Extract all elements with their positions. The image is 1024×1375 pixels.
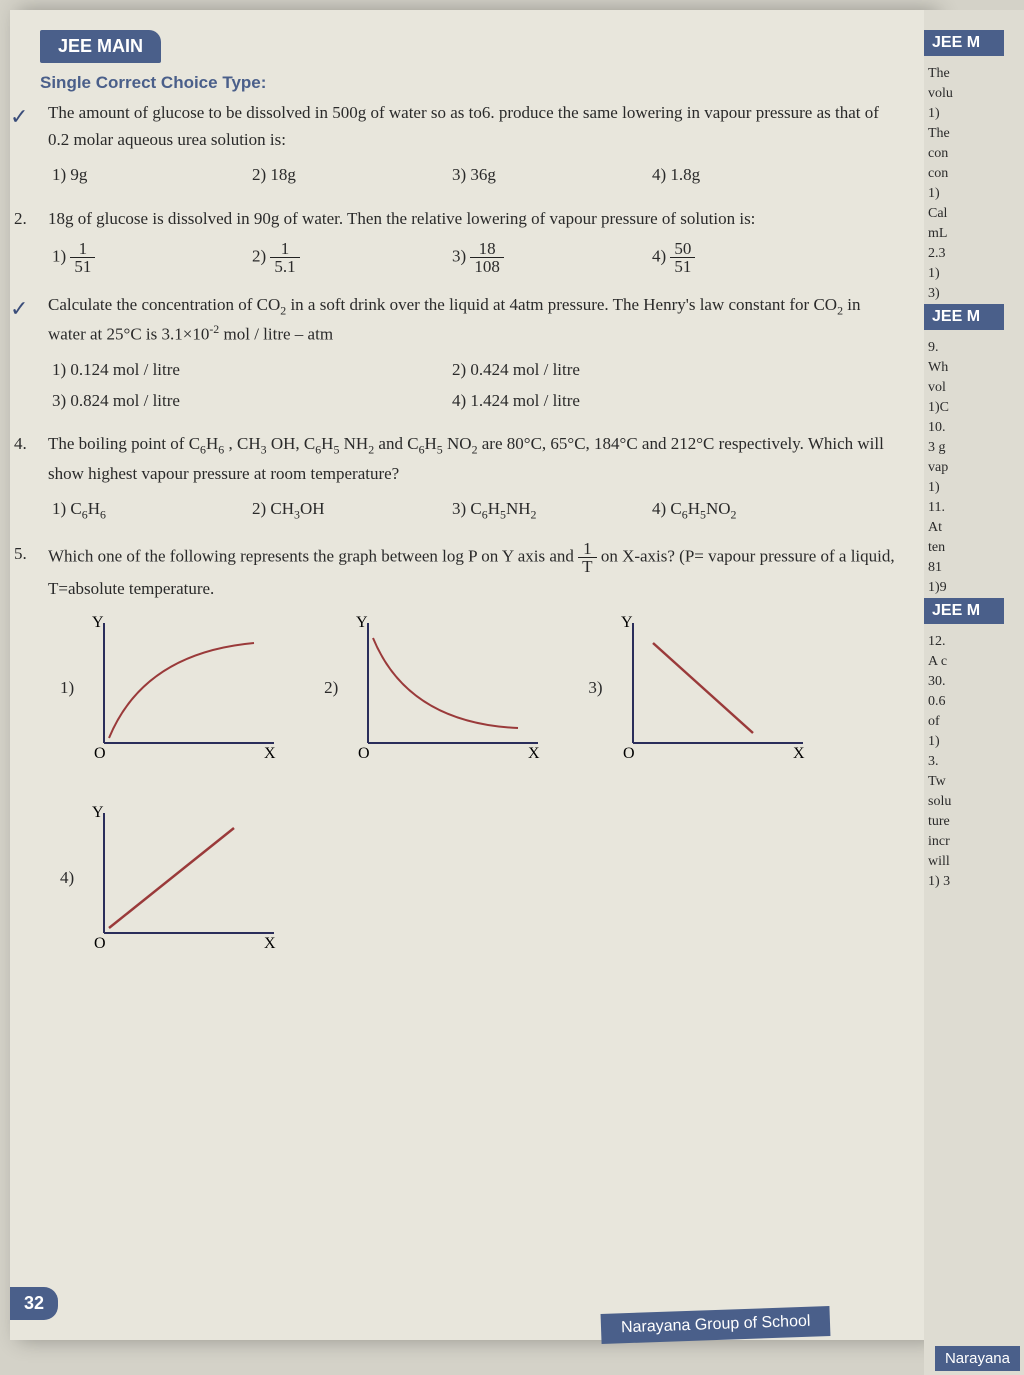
- q2-opt1: 1) 151: [48, 238, 248, 277]
- tab-jee-right-3: JEE M: [924, 598, 1004, 624]
- q3-options: 1) 0.124 mol / litre 2) 0.424 mol / litr…: [48, 354, 900, 416]
- check-icon: ✓: [10, 99, 28, 134]
- graph-3: 3) Y O X: [588, 613, 812, 763]
- svg-text:Y: Y: [92, 614, 104, 631]
- check-icon: ✓: [10, 291, 28, 326]
- q1-opt3: 3) 36g: [448, 159, 648, 190]
- q1-opt2: 2) 18g: [248, 159, 448, 190]
- q4-options: 1) C6H6 2) CH3OH 3) C6H5NH2 4) C6H5NO2: [48, 493, 900, 526]
- graph-4: 4) Y O X: [60, 803, 284, 953]
- svg-text:X: X: [264, 935, 276, 952]
- tab-jee-right: JEE M: [924, 30, 1004, 56]
- tab-jee-right-2: JEE M: [924, 304, 1004, 330]
- footer-brand-right: Narayana: [935, 1346, 1020, 1371]
- q3-opt3: 3) 0.824 mol / litre: [48, 385, 448, 416]
- question-5: 5. Which one of the following represents…: [40, 540, 900, 952]
- q4-opt3: 3) C6H5NH2: [448, 493, 648, 526]
- footer-brand: Narayana Group of School: [600, 1306, 830, 1344]
- svg-text:O: O: [358, 745, 370, 762]
- q3-text-a: Calculate the concentration of CO: [48, 295, 280, 314]
- q4-opt1: 1) C6H6: [48, 493, 248, 526]
- graphs-grid: 1) Y O X 2) Y O X: [60, 613, 900, 953]
- graph-3-svg: Y O X: [613, 613, 813, 763]
- svg-text:Y: Y: [621, 614, 633, 631]
- svg-text:X: X: [264, 745, 276, 762]
- svg-text:X: X: [793, 745, 805, 762]
- svg-text:O: O: [94, 745, 106, 762]
- question-4: 4. The boiling point of C6H6 , CH3 OH, C…: [40, 430, 900, 526]
- svg-text:Y: Y: [356, 614, 368, 631]
- graph-2-svg: Y O X: [348, 613, 548, 763]
- q2-opt3: 3) 18108: [448, 238, 648, 277]
- q2-text: 18g of glucose is dissolved in 90g of wa…: [48, 209, 755, 228]
- graph-1: 1) Y O X: [60, 613, 284, 763]
- graph-1-svg: Y O X: [84, 613, 284, 763]
- section-title: Single Correct Choice Type:: [40, 73, 900, 93]
- page-right: JEE M The volu 1) The con con 1) Cal mL …: [924, 10, 1024, 1375]
- q1-opt1: 1) 9g: [48, 159, 248, 190]
- q3-text-b: in a soft drink over the liquid at 4atm …: [290, 295, 837, 314]
- q1-opt4: 4) 1.8g: [648, 159, 848, 190]
- tab-jee-main: JEE MAIN: [40, 30, 161, 63]
- q3-opt1: 1) 0.124 mol / litre: [48, 354, 448, 385]
- q3-opt2: 2) 0.424 mol / litre: [448, 354, 848, 385]
- q1-options: 1) 9g 2) 18g 3) 36g 4) 1.8g: [48, 159, 900, 190]
- page-number: 32: [10, 1287, 58, 1320]
- graph-2: 2) Y O X: [324, 613, 548, 763]
- q3-text-d: mol / litre – atm: [224, 325, 334, 344]
- question-3: ✓ Calculate the concentration of CO2 in …: [40, 291, 900, 417]
- q2-options: 1) 151 2) 15.1 3) 18108 4) 5051: [48, 238, 900, 277]
- q2-opt4: 4) 5051: [648, 238, 848, 277]
- q1-text: The amount of glucose to be dissolved in…: [48, 103, 879, 149]
- svg-text:X: X: [528, 745, 540, 762]
- svg-text:O: O: [623, 745, 635, 762]
- q4-opt2: 2) CH3OH: [248, 493, 448, 526]
- question-1: ✓ The amount of glucose to be dissolved …: [40, 99, 900, 191]
- q4-opt4: 4) C6H5NO2: [648, 493, 848, 526]
- svg-text:O: O: [94, 935, 106, 952]
- q2-num: 2.: [14, 205, 27, 232]
- q3-opt4: 4) 1.424 mol / litre: [448, 385, 848, 416]
- svg-text:Y: Y: [92, 804, 104, 821]
- graph-4-svg: Y O X: [84, 803, 284, 953]
- page-left: JEE MAIN Single Correct Choice Type: ✓ T…: [10, 10, 930, 1340]
- question-2: 2. 18g of glucose is dissolved in 90g of…: [40, 205, 900, 277]
- q5-num: 5.: [14, 540, 27, 567]
- q4-num: 4.: [14, 430, 27, 457]
- q2-opt2: 2) 15.1: [248, 238, 448, 277]
